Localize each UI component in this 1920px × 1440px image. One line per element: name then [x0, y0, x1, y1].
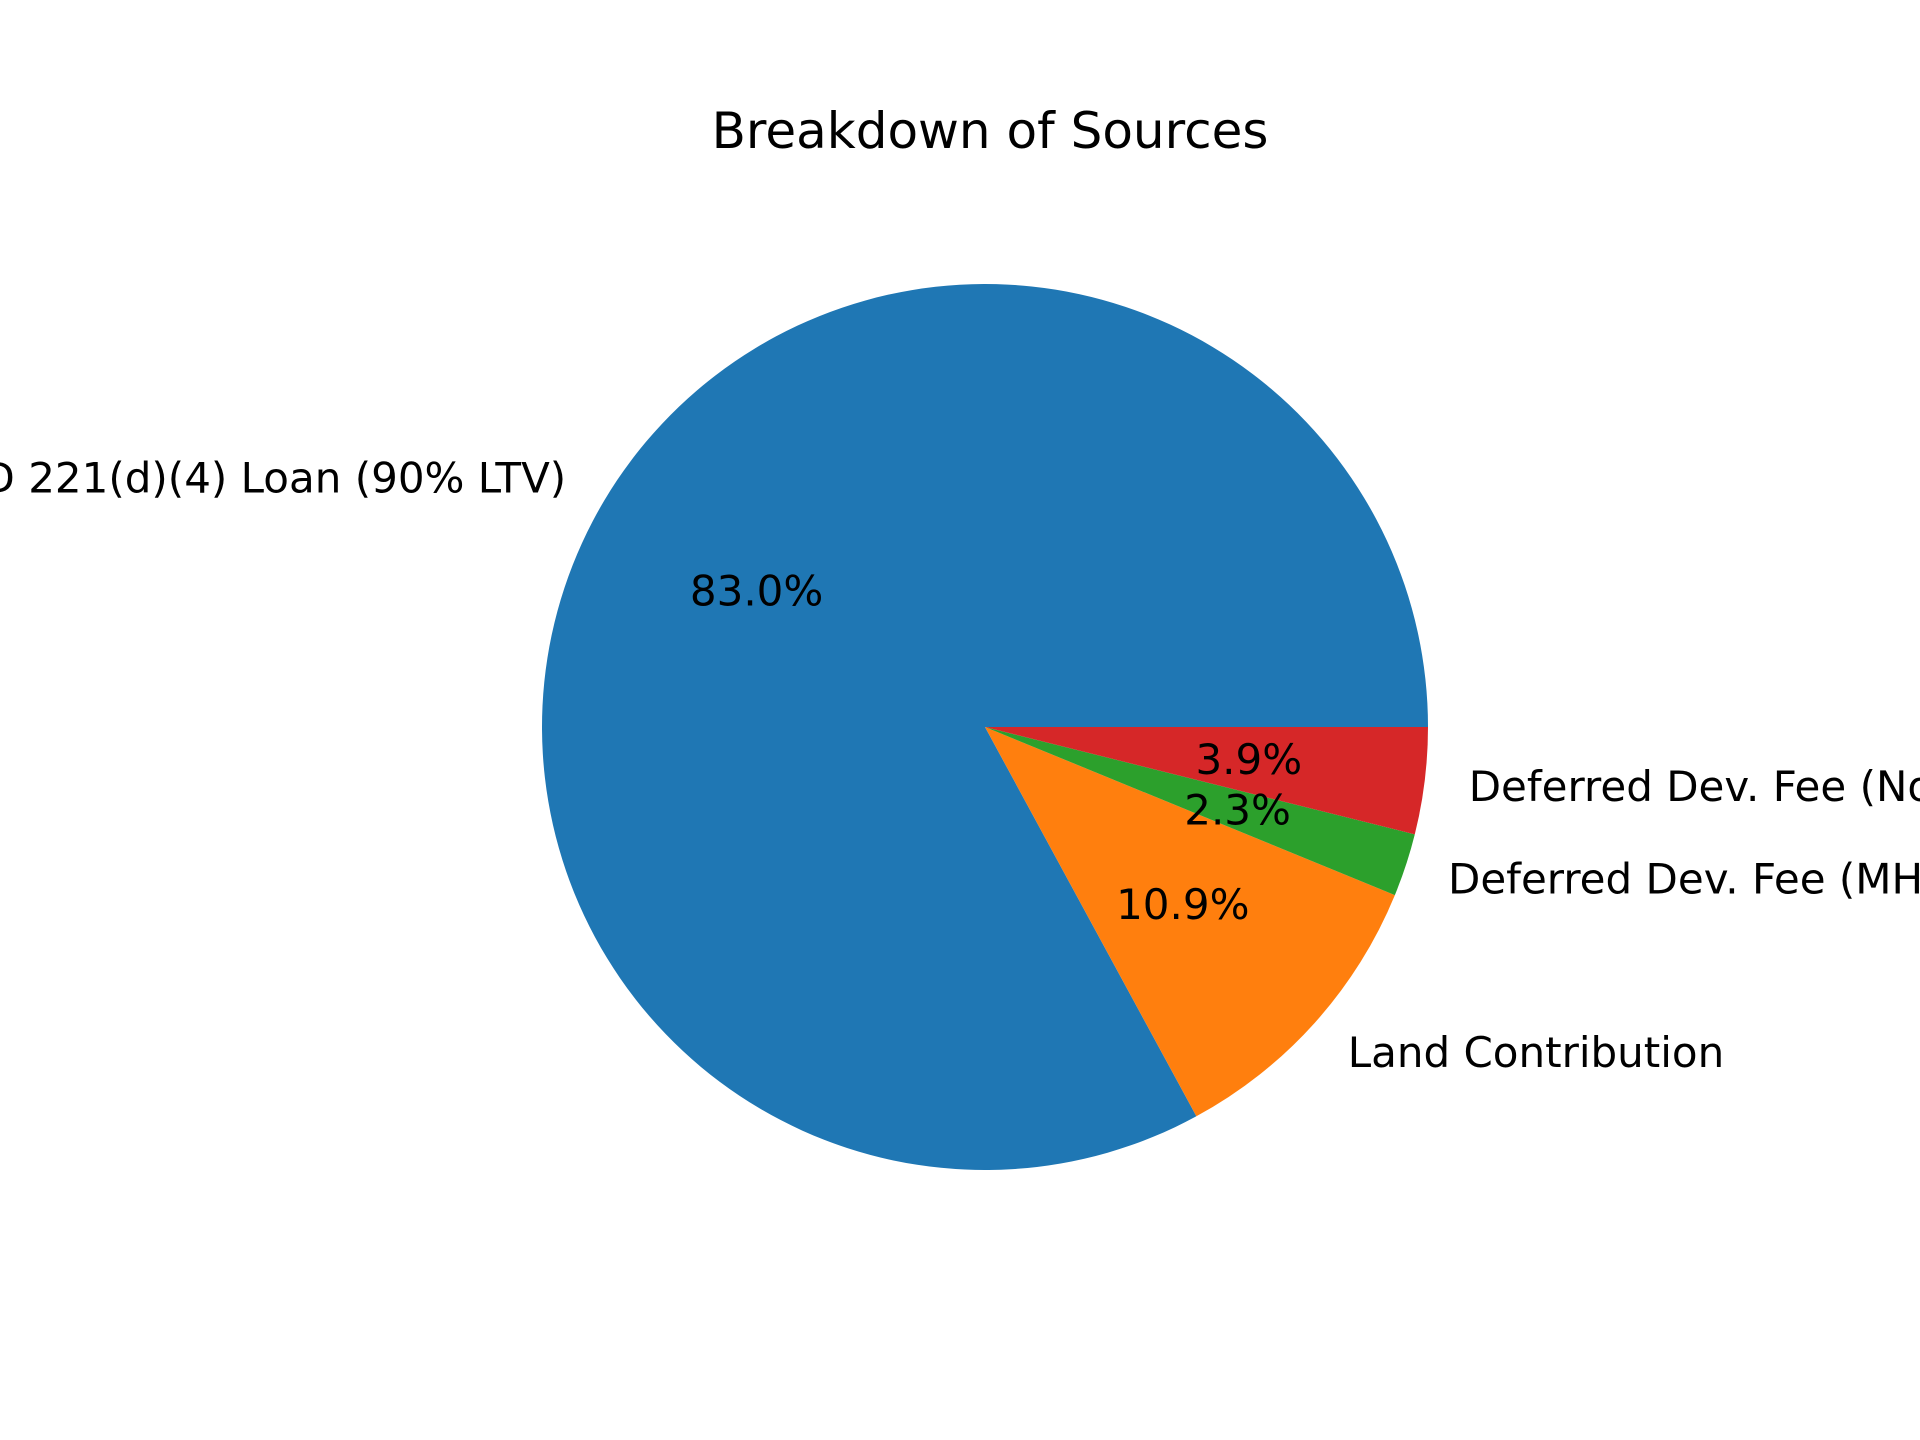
slice-pct-deferred-dev-fee-no: 3.9%: [1195, 735, 1302, 784]
pie-slice-deferred-dev-fee-no: [985, 727, 1428, 835]
slice-pct-land-contribution: 10.9%: [1116, 880, 1249, 929]
chart-title: Breakdown of Sources: [712, 102, 1269, 160]
pie-slice-land-contribution: [985, 727, 1395, 1117]
pie-slices: [542, 283, 1428, 1170]
slice-label-land-contribution: Land Contribution: [1348, 1028, 1725, 1077]
slice-label-deferred-dev-fee-mh: Deferred Dev. Fee (MH: [1448, 854, 1920, 903]
slice-pct-deferred-dev-fee-mh: 2.3%: [1184, 785, 1291, 834]
slice-label-d-221-d-4-loan-90-ltv: D 221(d)(4) Loan (90% LTV): [0, 453, 566, 502]
pie-slice-d-221-d-4-loan-90-ltv: [542, 283, 1428, 1170]
pie-slice-deferred-dev-fee-mh: [985, 727, 1415, 896]
slice-pct-d-221-d-4-loan-90-ltv: 83.0%: [690, 567, 823, 616]
pie-slice-labels: D 221(d)(4) Loan (90% LTV) 83.0% Land Cont…: [0, 453, 1920, 1077]
slice-label-deferred-dev-fee-no: Deferred Dev. Fee (No: [1469, 762, 1920, 811]
